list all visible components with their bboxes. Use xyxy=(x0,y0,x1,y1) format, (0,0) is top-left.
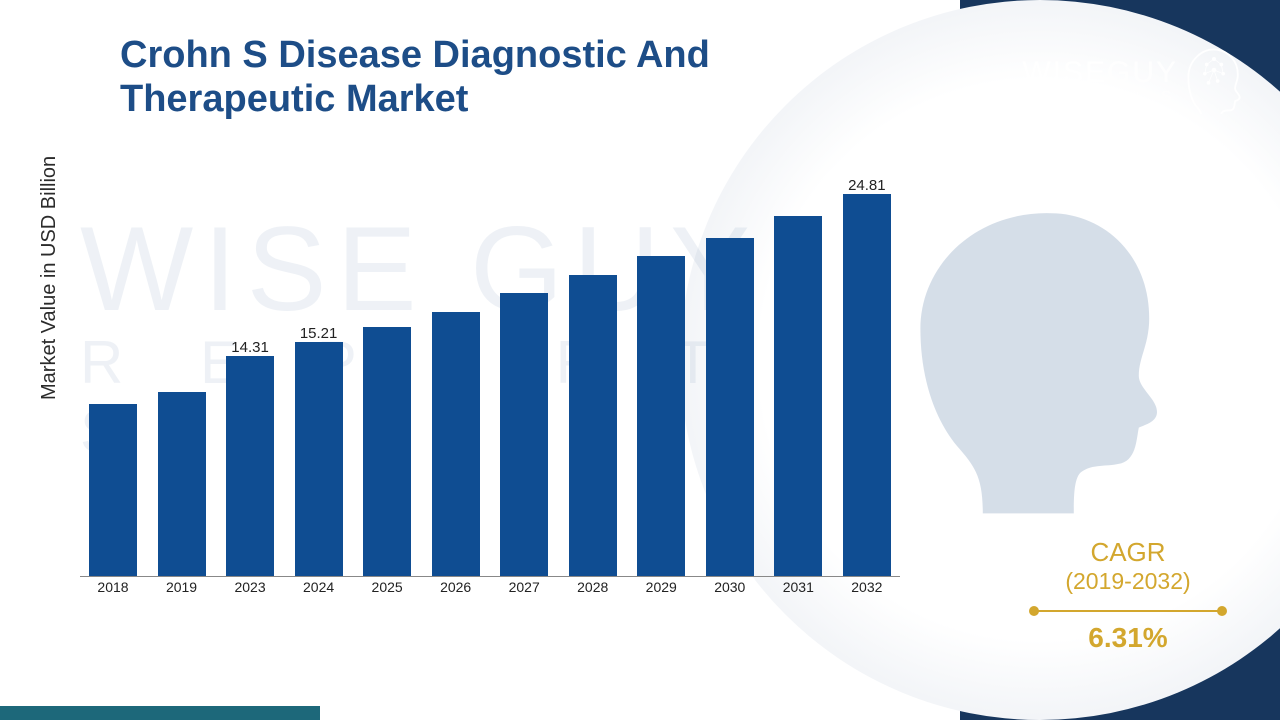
cagr-value: 6.31% xyxy=(1018,622,1238,654)
bar-slot: 14.31 xyxy=(219,361,281,577)
x-tick-label: 2024 xyxy=(288,579,350,601)
bar xyxy=(295,342,343,577)
bar-slot xyxy=(425,312,487,577)
bar-value-label: 15.21 xyxy=(300,325,338,342)
cagr-title: CAGR xyxy=(1018,537,1238,568)
bar-slot xyxy=(493,293,555,577)
x-axis-labels: 2018 2019 2023 2024 2025 2026 2027 2028 2029 2030… xyxy=(80,579,900,601)
page-title: Crohn S Disease Diagnostic And Therapeut… xyxy=(120,34,840,121)
brand-logo: WISEGUY R E P O R T S xyxy=(982,42,1242,120)
bar xyxy=(89,404,137,577)
x-tick-label: 2030 xyxy=(699,579,761,601)
bar-value-label: 14.31 xyxy=(231,339,269,356)
bar xyxy=(706,238,754,577)
bar xyxy=(432,312,480,577)
x-tick-label: 2032 xyxy=(836,579,898,601)
x-axis-line xyxy=(80,576,900,577)
x-tick-label: 2019 xyxy=(151,579,213,601)
x-tick-label: 2026 xyxy=(425,579,487,601)
cagr-period: (2019-2032) xyxy=(1018,568,1238,596)
x-tick-label: 2025 xyxy=(356,579,418,601)
bar xyxy=(226,356,274,577)
x-tick-label: 2023 xyxy=(219,579,281,601)
bar-slot xyxy=(82,404,144,577)
brand-sub: R E P O R T S xyxy=(990,89,1178,105)
brand-head-icon xyxy=(1186,48,1242,114)
bar-slot xyxy=(699,238,761,577)
stage: WISEGUY R E P O R T S CAGR (2019-2032) 6 xyxy=(0,0,1280,720)
bar-value-label: 24.81 xyxy=(848,177,886,194)
bars-container: 14.3115.2124.81 xyxy=(80,176,900,577)
bar-slot: 24.81 xyxy=(836,199,898,577)
brand-word-1: WISE xyxy=(1022,56,1107,89)
bar xyxy=(569,275,617,577)
head-watermark-icon xyxy=(910,200,1170,520)
x-tick-label: 2018 xyxy=(82,579,144,601)
bar-slot xyxy=(151,392,213,577)
cagr-divider xyxy=(1033,610,1223,612)
x-tick-label: 2027 xyxy=(493,579,555,601)
bar-slot xyxy=(562,275,624,577)
bar xyxy=(158,392,206,577)
x-tick-label: 2031 xyxy=(767,579,829,601)
bar-chart: 14.3115.2124.81 201820192023202420252026… xyxy=(80,176,900,601)
x-tick-label: 2029 xyxy=(630,579,692,601)
bottom-strip xyxy=(0,706,320,720)
bar xyxy=(637,256,685,577)
bar-slot xyxy=(356,327,418,577)
bar-slot xyxy=(630,256,692,577)
bar xyxy=(843,194,891,577)
bar-slot xyxy=(767,216,829,577)
bar xyxy=(774,216,822,577)
bar-slot: 15.21 xyxy=(288,347,350,577)
y-axis-label: Market Value in USD Billion xyxy=(38,156,60,400)
bar xyxy=(500,293,548,577)
brand-word-2: GUY xyxy=(1107,56,1178,89)
bar xyxy=(363,327,411,577)
cagr-block: CAGR (2019-2032) 6.31% xyxy=(1018,537,1238,654)
x-tick-label: 2028 xyxy=(562,579,624,601)
